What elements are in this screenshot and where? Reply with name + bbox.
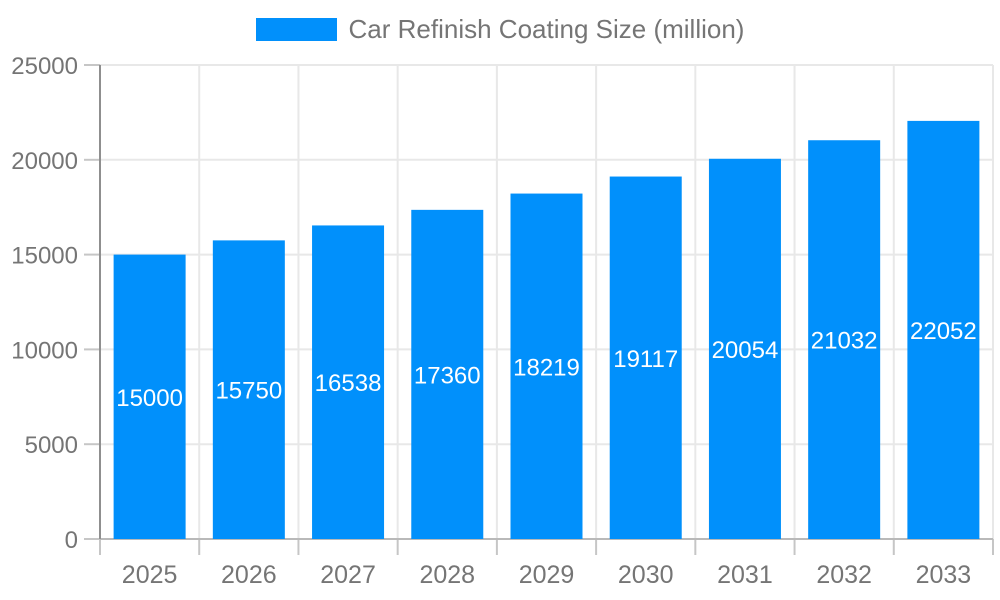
y-axis-label: 5000 [25,432,78,459]
y-axis-label: 0 [65,527,78,554]
x-axis-label: 2026 [221,561,277,589]
bar[interactable] [808,140,881,539]
x-axis-label: 2027 [320,561,376,589]
bar[interactable] [212,240,285,539]
bar[interactable] [411,209,484,539]
bar[interactable] [510,193,583,540]
bar-value-label: 17360 [414,362,481,389]
legend-swatch-icon [255,17,337,41]
x-axis-label: 2033 [916,561,972,589]
bar-value-label: 15750 [215,378,282,405]
bar-value-label: 16538 [315,370,382,397]
bar[interactable] [113,254,186,539]
legend-label: Car Refinish Coating Size (million) [348,14,745,44]
legend-item[interactable]: Car Refinish Coating Size (million) [0,16,1000,42]
x-axis-label: 2025 [122,561,178,589]
bar-value-label: 22052 [910,318,977,345]
x-axis-label: 2029 [519,561,575,589]
y-axis-label: 20000 [11,148,78,175]
bar[interactable] [312,225,385,539]
bar-value-label: 19117 [613,346,678,373]
y-axis-label: 10000 [11,337,78,364]
x-axis-label: 2032 [816,561,872,589]
bar-value-label: 20054 [712,337,779,364]
x-axis-label: 2031 [717,561,773,589]
bar-value-label: 18219 [513,354,580,381]
bar[interactable] [609,176,682,539]
x-axis-label: 2028 [419,561,475,589]
bar-value-label: 21032 [811,328,878,355]
bar[interactable] [907,120,980,540]
bar-value-label: 15000 [116,385,183,412]
x-axis-label: 2030 [618,561,674,589]
y-axis-label: 15000 [11,243,78,270]
bar[interactable] [708,158,781,539]
y-axis-label: 25000 [11,53,78,80]
